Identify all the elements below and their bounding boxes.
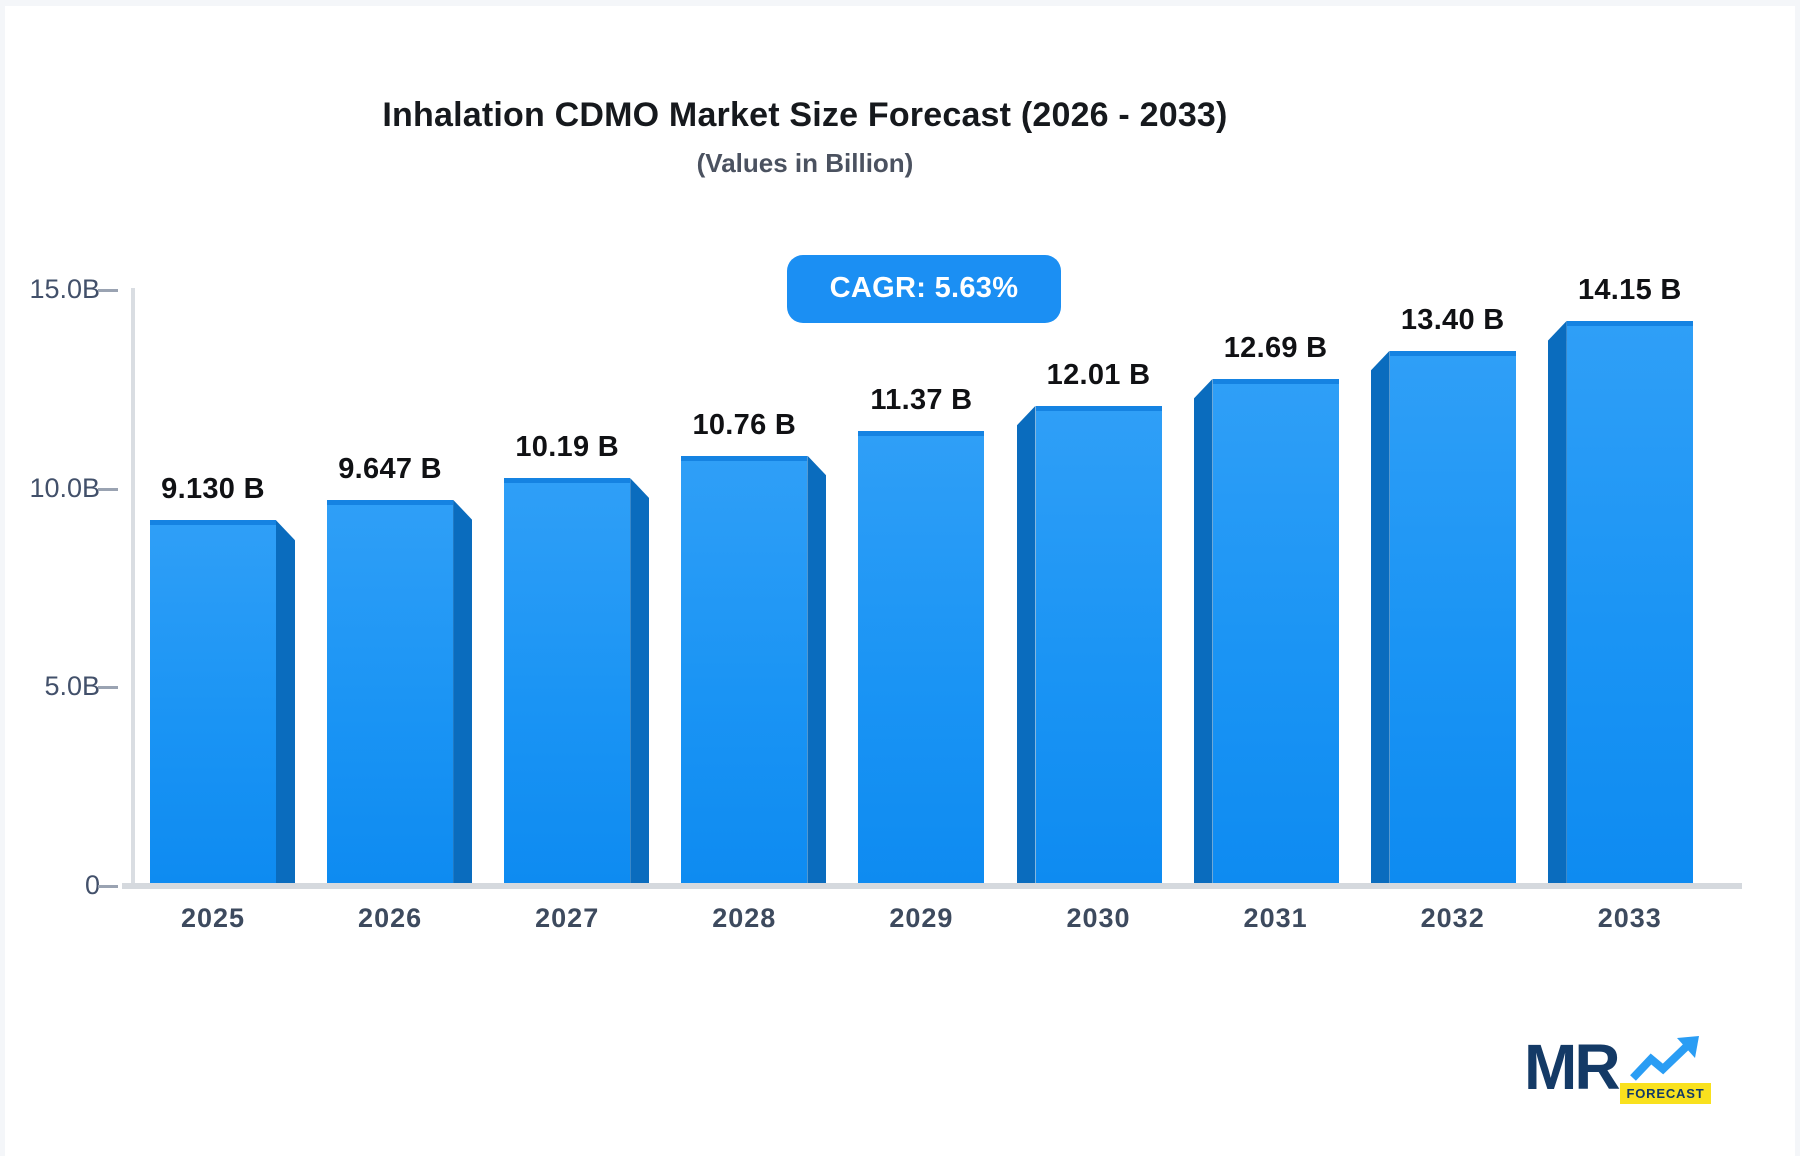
x-tick-label: 2027 <box>535 903 600 933</box>
bar-side-face <box>1547 320 1567 883</box>
logo-sub-brand-text: FORECAST <box>1619 1083 1712 1104</box>
bar-value-label: 12.69 B <box>1223 331 1328 364</box>
bar-2025[interactable] <box>150 520 276 883</box>
chart-subtitle: (Values in Billion) <box>696 148 914 178</box>
bar-2030[interactable] <box>1035 405 1162 883</box>
cagr-badge: CAGR: 5.63% <box>787 255 1061 323</box>
y-tick-mark <box>98 686 118 690</box>
chart-title: Inhalation CDMO Market Size Forecast (20… <box>382 96 1228 134</box>
logo-brand-text: MR <box>1524 1031 1621 1103</box>
bar-side-face <box>1193 378 1213 883</box>
mr-forecast-logo: MR FORECAST <box>1524 1031 1712 1104</box>
x-tick-label: 2026 <box>358 903 423 933</box>
bar-value-label: 10.76 B <box>692 408 797 441</box>
x-tick-label: 2025 <box>180 903 246 933</box>
bar-side-face <box>453 499 473 883</box>
x-tick-label: 2029 <box>889 903 954 933</box>
y-tick-label: 15.0B <box>29 274 100 304</box>
bar-value-label: 9.130 B <box>161 473 265 506</box>
bar-2031[interactable] <box>1212 378 1339 883</box>
y-tick-label: 10.0B <box>29 472 100 503</box>
bar-2033[interactable] <box>1566 320 1693 883</box>
bar-2026[interactable] <box>327 499 454 883</box>
x-tick-label: 2032 <box>1420 903 1485 933</box>
bar-value-label: 14.15 B <box>1577 273 1682 306</box>
logo-right-block: FORECAST <box>1619 1036 1712 1104</box>
y-tick-mark <box>98 885 118 888</box>
y-axis-line <box>131 288 135 889</box>
x-tick-label: 2031 <box>1243 903 1308 933</box>
bar-value-label: 11.37 B <box>870 384 973 417</box>
y-tick-label: 5.0B <box>44 671 100 702</box>
y-tick-label: 0 <box>84 870 100 900</box>
bar-side-face <box>630 478 650 883</box>
x-axis-line <box>122 883 1742 889</box>
y-tick-mark <box>98 289 118 292</box>
bar-value-label: 9.647 B <box>338 452 442 485</box>
bar-2029[interactable] <box>858 431 985 883</box>
bar-value-label: 13.40 B <box>1400 303 1505 336</box>
bar-value-label: 12.01 B <box>1046 358 1151 391</box>
bar-side-face <box>1370 350 1390 883</box>
x-tick-label: 2030 <box>1066 903 1131 933</box>
x-tick-label: 2028 <box>712 903 777 933</box>
x-tick-label: 2033 <box>1597 903 1662 933</box>
bar-2027[interactable] <box>504 478 631 883</box>
bar-2028[interactable] <box>681 455 808 883</box>
bar-value-label: 10.19 B <box>515 431 620 464</box>
bar-side-face <box>276 520 295 883</box>
bar-side-face <box>807 455 827 883</box>
y-tick-mark <box>98 487 118 491</box>
trend-up-arrow-icon <box>1630 1036 1700 1081</box>
bar-side-face <box>1016 405 1036 883</box>
bar-2032[interactable] <box>1389 350 1516 883</box>
